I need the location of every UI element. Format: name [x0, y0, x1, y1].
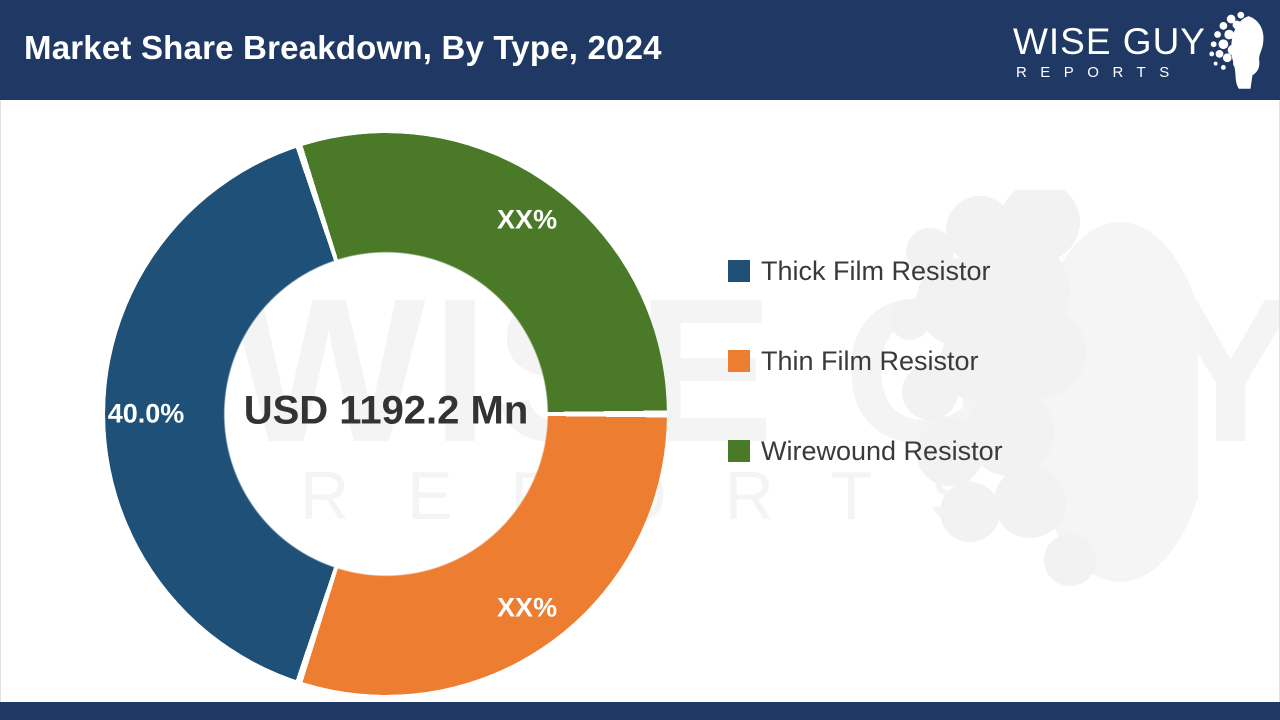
legend-item-thin-film: Thin Film Resistor [728, 343, 979, 379]
chart-center-value: USD 1192.2 Mn [243, 388, 529, 433]
legend-swatch [728, 440, 750, 462]
logo-text: WISE GUY REPORTS [1012, 20, 1206, 81]
legend-label: Thick Film Resistor [761, 255, 991, 286]
legend-item-thick-film: Thick Film Resistor [728, 253, 991, 289]
slice-percentage-label: 40.0% [107, 398, 185, 429]
logo-subtitle: REPORTS [1015, 63, 1183, 81]
legend-swatch [728, 260, 750, 282]
logo-face-icon [1209, 11, 1264, 89]
logo-wordmark: WISE GUY [1012, 20, 1206, 62]
legend-label: Thin Film Resistor [761, 345, 979, 376]
page-title: Market Share Breakdown, By Type, 2024 [24, 29, 662, 66]
header-bar: Market Share Breakdown, By Type, 2024 WI… [0, 0, 1280, 100]
legend-swatch [728, 350, 750, 372]
wise-guy-logo: WISE GUY REPORTS [1013, 6, 1266, 96]
watermark-face-graphic [890, 190, 1198, 586]
donut-chart [105, 133, 667, 695]
footer-bar [0, 702, 1280, 720]
slice-percentage-label: XX% [497, 592, 558, 623]
legend-label: Wirewound Resistor [761, 435, 1003, 466]
legend-item-wirewound: Wirewound Resistor [728, 433, 1003, 469]
slice-percentage-label: XX% [497, 204, 558, 235]
